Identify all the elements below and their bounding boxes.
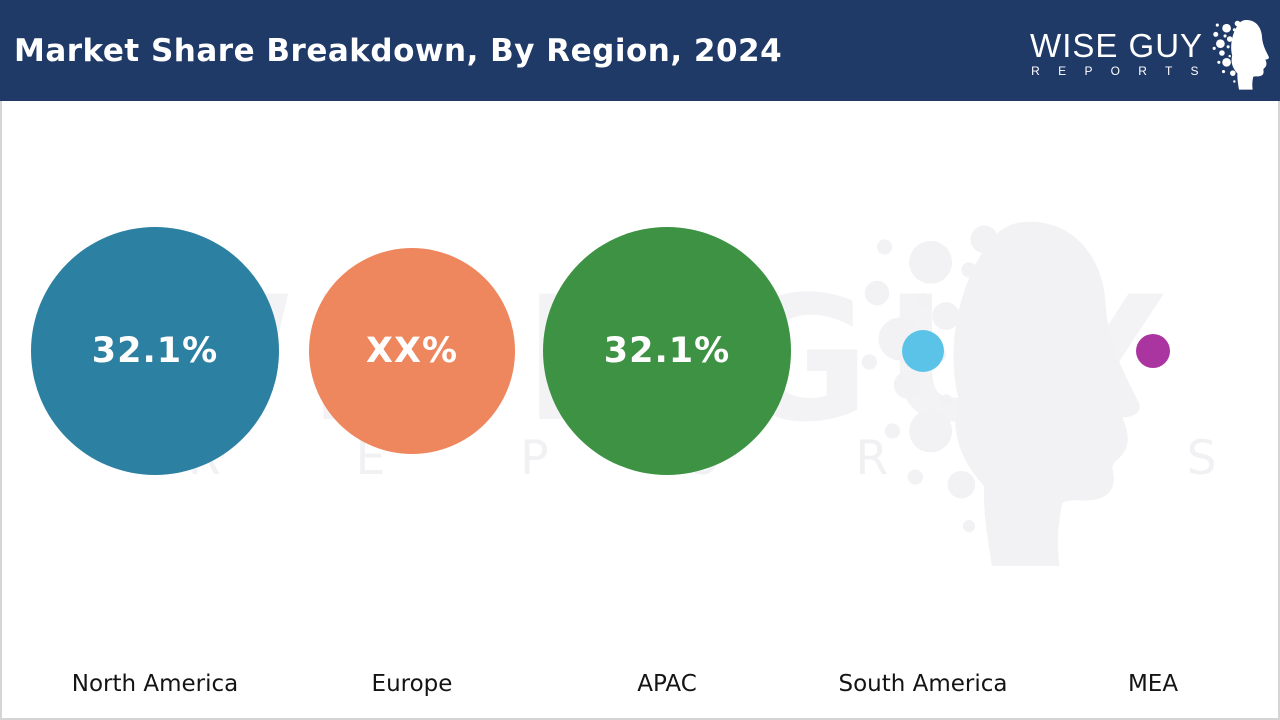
- brand-logo: WISE GUY R E P O R T S: [1027, 13, 1270, 93]
- header: Market Share Breakdown, By Region, 2024 …: [0, 0, 1280, 101]
- page-title: Market Share Breakdown, By Region, 2024: [14, 32, 783, 69]
- brand-wordmark: WISE GUY R E P O R T S: [1027, 29, 1206, 77]
- bubble-value-label: 32.1%: [603, 331, 731, 371]
- bubble-europe: XX%: [309, 248, 515, 454]
- region-label-apac: APAC: [637, 671, 697, 697]
- wiseguy-head-icon: [1212, 19, 1269, 90]
- watermark-head-icon: [861, 221, 1140, 566]
- bubble-north-america: 32.1%: [31, 227, 279, 475]
- bubble-mea: [1136, 334, 1170, 368]
- bubble-south-america: [902, 330, 944, 372]
- chart-area: WISE GUY R E P O R T S 32.1%North Americ…: [0, 101, 1280, 720]
- bubble-value-label: XX%: [365, 331, 459, 371]
- brand-subtitle: R E P O R T S: [1031, 63, 1206, 78]
- region-label-south-america: South America: [838, 671, 1008, 697]
- region-label-north-america: North America: [71, 671, 239, 697]
- bubble-apac: 32.1%: [543, 227, 791, 475]
- region-label-europe: Europe: [371, 671, 453, 697]
- brand-name: WISE GUY: [1030, 26, 1204, 64]
- region-label-mea: MEA: [1127, 671, 1179, 697]
- bubble-value-label: 32.1%: [91, 331, 219, 371]
